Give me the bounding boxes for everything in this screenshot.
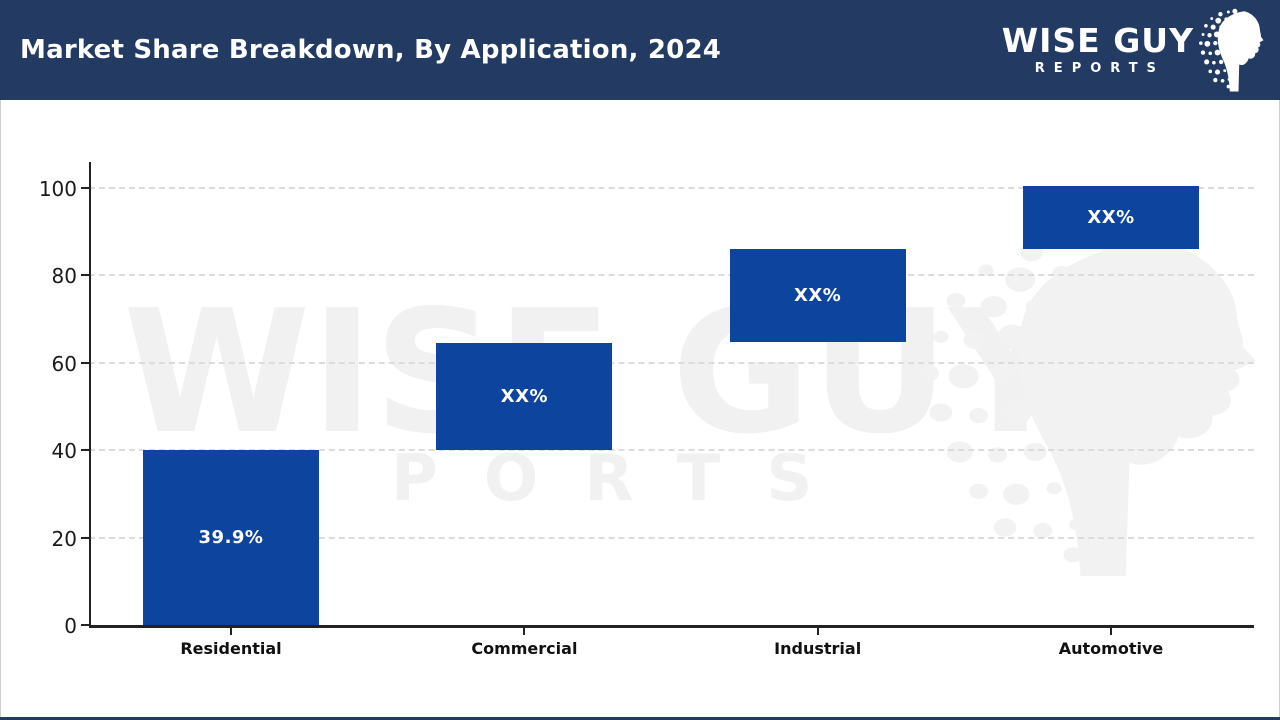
- x-tick-mark-commercial: [523, 627, 526, 635]
- brand-face-icon: [1190, 8, 1266, 92]
- y-tick-label-0: 0: [64, 614, 77, 638]
- y-tick-label-40: 40: [51, 439, 77, 463]
- bar-automotive: XX%: [1023, 186, 1199, 249]
- bar-value-label-automotive: XX%: [1087, 206, 1135, 228]
- x-axis-label-residential: Residential: [180, 639, 282, 658]
- brand-subtext: REPORTS: [1034, 61, 1165, 76]
- brand-logo: WISE GUY REPORTS: [1002, 8, 1266, 92]
- x-tick-mark-industrial: [816, 627, 819, 635]
- y-tick-label-100: 100: [38, 176, 77, 201]
- y-tick-mark-80: [81, 274, 89, 276]
- page-title: Market Share Breakdown, By Application, …: [20, 35, 722, 65]
- brand-wordmark: WISE GUY: [1001, 21, 1194, 60]
- y-axis-line: [89, 162, 91, 627]
- y-tick-mark-40: [81, 449, 89, 451]
- y-tick-mark-0: [81, 624, 89, 626]
- x-axis-line: [89, 625, 1254, 628]
- x-axis-label-industrial: Industrial: [774, 639, 862, 658]
- brand-text: WISE GUY REPORTS: [1002, 24, 1194, 76]
- watermark-face-icon: [873, 228, 1269, 576]
- bar-value-label-residential: 39.9%: [198, 527, 264, 549]
- y-tick-mark-60: [81, 361, 89, 364]
- gridline-20: [89, 536, 1254, 539]
- bar-residential: 39.9%: [143, 450, 319, 625]
- bar-industrial: XX%: [729, 249, 906, 343]
- gridline-80: [89, 274, 1254, 276]
- y-tick-mark-100: [81, 186, 89, 189]
- bar-commercial: XX%: [436, 342, 613, 450]
- header: Market Share Breakdown, By Application, …: [0, 0, 1280, 100]
- y-tick-label-20: 20: [51, 526, 77, 551]
- bar-value-label-commercial: XX%: [500, 385, 549, 407]
- chart-area: WISE GUY PORTS 0 20 40 60 80 100 39.9% XX% XX% XX…: [0, 100, 1280, 717]
- x-tick-mark-automotive: [1110, 627, 1112, 635]
- x-axis-label-commercial: Commercial: [471, 639, 578, 658]
- y-tick-label-60: 60: [51, 351, 77, 376]
- gridline-40: [89, 449, 1254, 451]
- y-tick-mark-20: [81, 536, 89, 539]
- x-tick-mark-residential: [230, 627, 232, 635]
- y-tick-label-80: 80: [51, 264, 77, 288]
- watermark-subtext: PORTS: [391, 442, 859, 516]
- bar-value-label-industrial: XX%: [794, 285, 842, 307]
- x-axis-label-automotive: Automotive: [1058, 639, 1164, 658]
- bottom-strip: [0, 717, 1280, 720]
- gridline-100: [89, 186, 1254, 189]
- gridline-60: [89, 361, 1254, 364]
